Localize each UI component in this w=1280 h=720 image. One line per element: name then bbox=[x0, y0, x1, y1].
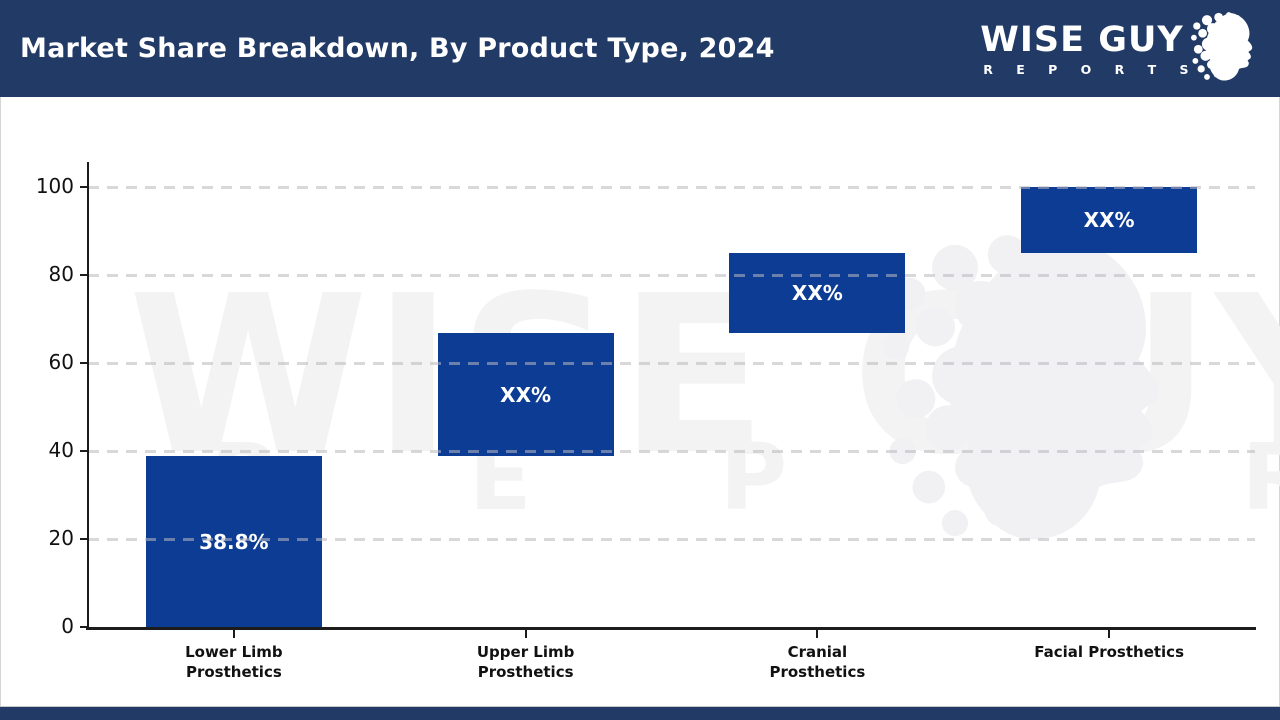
category-label-line: Prosthetics bbox=[769, 663, 866, 681]
bar-upper-limb-prosthetics: XX% bbox=[437, 333, 614, 457]
bar-value-label: 38.8% bbox=[199, 529, 269, 554]
bar-cranial-prosthetics: XX% bbox=[729, 253, 906, 334]
y-tick-mark bbox=[80, 186, 88, 188]
header-bar: Market Share Breakdown, By Product Type,… bbox=[0, 0, 1280, 97]
category-label: Lower Limb Prosthetics bbox=[84, 642, 384, 682]
y-axis-line bbox=[87, 162, 89, 629]
gridline bbox=[88, 361, 1255, 365]
category-label-line: Upper Limb bbox=[476, 643, 575, 661]
logo-text: WISE GUY R E P O R T S bbox=[980, 20, 1198, 78]
wise-guy-logo: WISE GUY R E P O R T S bbox=[980, 10, 1262, 90]
bar-value-label: XX% bbox=[791, 281, 843, 306]
y-tick-label: 60 bbox=[48, 350, 74, 374]
bar-value-label: XX% bbox=[1083, 208, 1135, 232]
x-tick-mark bbox=[816, 630, 819, 638]
x-tick-mark bbox=[232, 630, 235, 638]
gridline bbox=[88, 185, 1255, 189]
gridline bbox=[88, 273, 1255, 277]
category-label: Facial Prosthetics bbox=[959, 642, 1259, 662]
bar-facial-prosthetics: XX% bbox=[1021, 187, 1198, 253]
y-tick-label: 40 bbox=[48, 438, 74, 462]
y-tick-label: 80 bbox=[48, 262, 74, 286]
category-label-line: Cranial bbox=[787, 643, 848, 661]
category-label: Upper Limb Prosthetics bbox=[376, 642, 676, 682]
x-axis-line bbox=[86, 627, 1256, 630]
page-title: Market Share Breakdown, By Product Type,… bbox=[20, 33, 775, 64]
y-tick-mark bbox=[80, 626, 88, 628]
gridline bbox=[88, 449, 1255, 453]
category-label-line: Prosthetics bbox=[477, 663, 574, 681]
footer-bar bbox=[0, 706, 1280, 720]
y-tick-mark bbox=[80, 362, 88, 364]
y-tick-label: 100 bbox=[35, 174, 74, 198]
x-tick-mark bbox=[1108, 630, 1111, 638]
y-tick-mark bbox=[80, 274, 88, 276]
logo-subtitle: R E P O R T S bbox=[983, 62, 1198, 77]
y-tick-label: 20 bbox=[48, 526, 74, 550]
y-tick-mark bbox=[80, 538, 88, 540]
logo-wordmark: WISE GUY bbox=[980, 20, 1184, 60]
y-tick-mark bbox=[80, 450, 88, 452]
category-label-line: Facial Prosthetics bbox=[1034, 643, 1185, 661]
bar-value-label: XX% bbox=[500, 382, 552, 407]
bar-lower-limb-prosthetics: 38.8% bbox=[145, 456, 322, 627]
category-label: Cranial Prosthetics bbox=[667, 642, 967, 682]
category-label-line: Prosthetics bbox=[185, 663, 282, 681]
x-tick-mark bbox=[524, 630, 527, 638]
gridline bbox=[88, 537, 1255, 541]
logo-face-icon bbox=[1191, 12, 1253, 81]
y-tick-label: 0 bbox=[61, 614, 74, 638]
category-label-line: Lower Limb bbox=[185, 643, 283, 661]
